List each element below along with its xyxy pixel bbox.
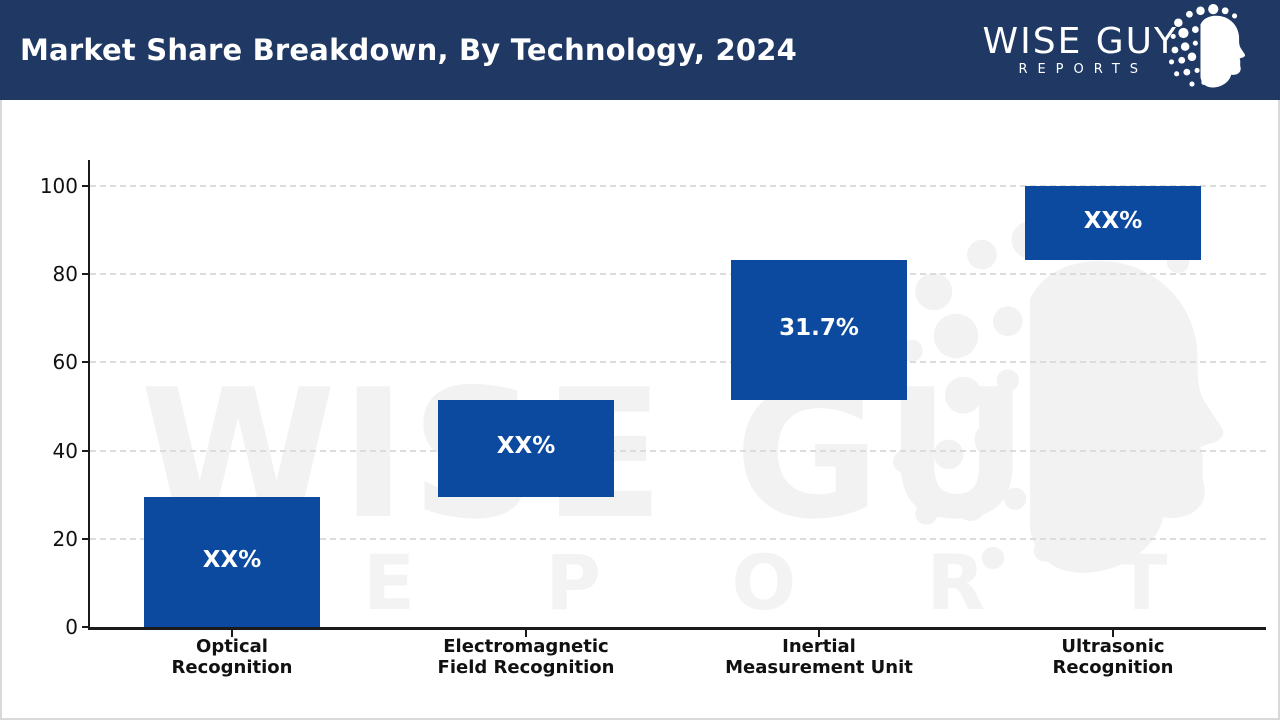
bar-data-label: XX% [496,433,556,460]
y-tick-mark [82,273,89,276]
y-tick-mark [82,626,89,628]
logo-wordmark: WISE GUY [982,20,1178,62]
grid-line [90,537,1266,540]
wiseguy-logo: WISE GUY REPORTS [983,4,1253,96]
header-bar: Market Share Breakdown, By Technology, 2… [0,0,1280,100]
x-tick-mark [818,630,820,637]
grid-line [90,185,1266,187]
x-category-label: Electromagnetic Field Recognition [386,636,666,678]
bar [144,496,320,627]
y-tick-mark [82,361,89,364]
x-category-line: Measurement Unit [725,657,913,678]
y-tick-label: 80 [52,262,78,287]
page-title: Market Share Breakdown, By Technology, 2… [20,33,798,67]
x-tick-mark [525,630,527,637]
x-category-label: Ultrasonic Recognition [973,636,1253,678]
x-category-line: Optical [196,636,268,657]
y-tick-mark [82,449,89,452]
x-tick-mark [1112,630,1114,637]
grid-line [90,361,1266,364]
grid-line [90,273,1266,276]
wiseguy-face-icon [1168,4,1246,88]
logo-subtitle: REPORTS [1018,61,1149,77]
x-category-label: Optical Recognition [92,636,372,678]
y-tick-label: 20 [52,526,78,551]
x-axis-line [88,627,1266,630]
bar [731,260,907,400]
y-tick-mark [82,185,89,187]
x-category-line: Inertial [782,636,856,657]
grid-line [90,449,1266,452]
y-tick-label: 40 [52,438,78,463]
y-tick-label: 0 [65,615,78,639]
wiseguy-logo-text: WISE GUY REPORTS [982,20,1179,77]
x-category-line: Field Recognition [437,657,615,678]
bar-data-label: XX% [1083,208,1143,235]
y-tick-label: 60 [52,350,78,375]
x-category-line: Recognition [1052,657,1174,678]
x-category-line: Ultrasonic [1061,636,1165,657]
bar-data-label: 31.7% [779,314,859,341]
y-axis-line [88,160,90,630]
bar [438,399,614,497]
x-tick-mark [231,630,233,637]
chart-canvas: WISE GU R E P O R T S 020406080100XX%Opt… [0,100,1280,720]
y-tick-mark [82,537,89,540]
x-category-line: Recognition [171,657,293,678]
plot-area: 0 20 40 60 80 100 XX% Optical Recognition XX% Elec… [2,100,1280,720]
y-tick-label: 100 [39,174,78,198]
x-category-line: Electromagnetic [443,636,609,657]
x-category-label: Inertial Measurement Unit [679,636,959,678]
bar [1025,186,1201,261]
bar-data-label: XX% [202,546,262,573]
